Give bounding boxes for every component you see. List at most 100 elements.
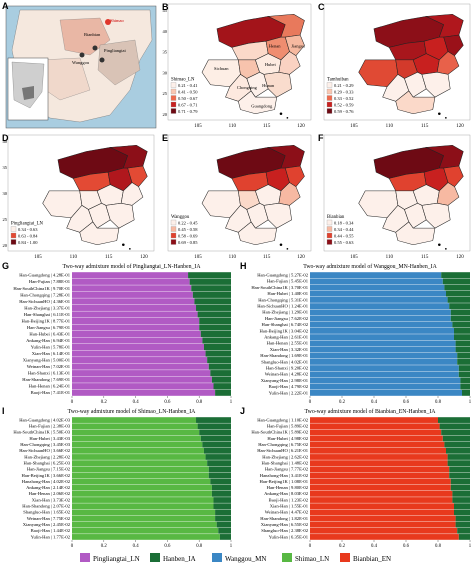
category-label: Xianyang-Han | 2.45E-02 bbox=[23, 522, 71, 527]
bar-segment-Hanben_IA bbox=[211, 491, 231, 497]
bar-segment-Wanggou_MN bbox=[310, 284, 445, 291]
legend-svg: Pingliangtai_LN Hanben_IA Wanggou_MN Shimao… bbox=[80, 553, 391, 563]
legend-swatch bbox=[340, 553, 350, 562]
bar-segment-Bianbian_EN bbox=[310, 527, 458, 534]
bar-chart-svg: Two-way admixture model of Pingliangtai_… bbox=[13, 263, 232, 405]
island-dot bbox=[122, 243, 125, 246]
bar-segment-Shimao_LN bbox=[72, 534, 220, 540]
bar-segment-Hanben_IA bbox=[218, 527, 231, 534]
bar-segment-Wanggou_MN bbox=[310, 346, 456, 353]
category-label: Han-SichuanHO | 1.24E-01 bbox=[257, 303, 309, 308]
category-label: Han-Fujian | 7.88E-01 bbox=[29, 279, 71, 284]
category-label: Yulin-Han | 6.35E-01 bbox=[269, 534, 309, 539]
category-label: Yulin-Han | 5.78E-01 bbox=[31, 344, 71, 349]
bar-segment-Hanben_IA bbox=[215, 515, 231, 522]
x-tick-label: 0.8 bbox=[196, 400, 203, 405]
bar-segment-Bianbian_EN bbox=[310, 429, 442, 436]
x-tick-label: 0.8 bbox=[435, 400, 442, 405]
x-tick-label: 0 bbox=[71, 544, 74, 549]
bar-segment-Pingliangtai_LN bbox=[72, 311, 198, 318]
x-tick-label: 115 bbox=[263, 124, 271, 129]
island-dot bbox=[444, 248, 447, 250]
bar-segment-Hanben_IA bbox=[457, 527, 470, 534]
category-label: Han-Zhejiang | 2.62E-02 bbox=[262, 454, 308, 459]
island-dot bbox=[128, 248, 131, 250]
category-label: Han-Guangdong | 4.02E-03 bbox=[19, 417, 71, 422]
bar-segment-Hanben_IA bbox=[444, 284, 470, 291]
bar-segment-Pingliangtai_LN bbox=[72, 363, 209, 370]
x-tick-label: 0.8 bbox=[435, 544, 442, 549]
category-label: Han-SouthChina1K | 3.70E-01 bbox=[251, 285, 308, 290]
bar-segment-Shimao_LN bbox=[72, 521, 217, 528]
bar-segment-Wanggou_MN bbox=[310, 315, 451, 322]
legend-swatch bbox=[170, 101, 177, 108]
bar-segment-Hanben_IA bbox=[213, 383, 231, 390]
bar-segment-Hanben_IA bbox=[215, 509, 231, 516]
bar-segment-Pingliangtai_LN bbox=[72, 285, 192, 292]
panel-letter: B bbox=[162, 2, 169, 12]
category-label: Weinan-Han | 4.47E-02 bbox=[265, 510, 309, 515]
bar-segment-Shimao_LN bbox=[72, 417, 197, 423]
panel-g-bar-chart: Two-way admixture model of Pingliangtai_… bbox=[0, 261, 235, 406]
bar-segment-Shimao_LN bbox=[72, 491, 212, 497]
panel-letter: D bbox=[2, 133, 9, 143]
bar-segment-Hanben_IA bbox=[215, 389, 231, 396]
category-label: Han-Jiangsu | 7.15E-02 bbox=[27, 467, 71, 472]
bar-segment-Hanben_IA bbox=[211, 376, 231, 383]
bar-segment-Wanggou_MN bbox=[310, 383, 461, 390]
legend-label: Bianbian_EN bbox=[353, 555, 391, 563]
bar-segment-Hanben_IA bbox=[454, 503, 470, 510]
island-dot bbox=[279, 243, 283, 246]
bar-segment-Bianbian_EN bbox=[310, 460, 448, 466]
panel-h-bar-chart: Two-way admixture model of Wanggou_MN-Ha… bbox=[238, 261, 474, 406]
bar-segment-Pingliangtai_LN bbox=[72, 330, 201, 338]
x-tick-label: 120 bbox=[297, 124, 305, 129]
chart-title: Two-way admixture model of Wanggou_MN-Ha… bbox=[303, 263, 437, 270]
category-label: Han-Chongqing | 7.28E-01 bbox=[20, 292, 70, 297]
category-label: Baoji-Han | 1.23E-02 bbox=[269, 497, 309, 502]
panel-a-map: Shimao Bianbian Pingliangtai Wanggou A bbox=[0, 0, 158, 130]
legend-item: 0.84 - 1.00 bbox=[18, 240, 38, 245]
category-label: Han-Zhejiang | 3.37E-01 bbox=[24, 305, 70, 310]
bar-segment-Hanben_IA bbox=[202, 441, 231, 448]
x-tick-label: 0.4 bbox=[371, 544, 378, 549]
panel-j-bar-chart: Two-way admixture model of Bianbian_EN-H… bbox=[238, 406, 474, 550]
legend-item: 0.44 - 0.55 bbox=[334, 233, 354, 238]
bar-segment-Shimao_LN bbox=[72, 484, 212, 491]
bar-segment-Hanben_IA bbox=[444, 441, 470, 448]
panel-i-bar-chart: Two-way admixture model of Shimao_LN-Han… bbox=[0, 406, 235, 550]
bar-segment-Bianbian_EN bbox=[310, 454, 448, 460]
bar-segment-Hanben_IA bbox=[450, 315, 470, 322]
legend-item: 0.45 - 0.58 bbox=[178, 227, 198, 232]
bar-segment-Hanben_IA bbox=[207, 460, 231, 466]
category-label: Weinan-Han | 4.28E-02 bbox=[265, 372, 309, 377]
legend-swatch bbox=[326, 82, 333, 88]
category-label: Han-Fujian | 5.89E-02 bbox=[267, 424, 309, 429]
bar-segment-Hanben_IA bbox=[449, 472, 470, 479]
bar-segment-Hanben_IA bbox=[449, 466, 470, 473]
legend-swatch bbox=[326, 226, 333, 232]
legend-swatch bbox=[326, 101, 333, 108]
category-label: Han-Shandong | 1.69E-01 bbox=[260, 353, 308, 358]
bar-segment-Hanben_IA bbox=[457, 359, 470, 365]
bar-segment-Bianbian_EN bbox=[310, 472, 450, 479]
category-label: Xianyang-Han | 6.55E-02 bbox=[261, 522, 309, 527]
bar-segment-Hanben_IA bbox=[447, 297, 470, 303]
legend-swatch bbox=[326, 88, 333, 95]
bar-segment-Hanben_IA bbox=[450, 309, 470, 316]
bar-segment-Hanben_IA bbox=[188, 272, 231, 279]
x-tick-label: 1 bbox=[230, 544, 233, 549]
overview-map: Shimao Bianbian Pingliangtai Wanggou bbox=[5, 5, 157, 129]
province-label: Hunan bbox=[262, 83, 275, 88]
legend-swatch bbox=[326, 108, 333, 114]
legend-item: 0.22 - 0.45 bbox=[178, 220, 198, 225]
chart-title: Two-way admixture model of Bianbian_EN-H… bbox=[305, 408, 437, 415]
bar-segment-Bianbian_EN bbox=[310, 534, 459, 540]
y-tick-label: 40 bbox=[163, 29, 168, 34]
site-marker bbox=[105, 19, 111, 25]
category-label: Yulin-Han | 2.22E-01 bbox=[269, 390, 309, 395]
legend-item: 0.41 - 0.50 bbox=[178, 89, 198, 94]
bar-segment-Hanben_IA bbox=[454, 328, 470, 334]
legend-item: 0.58 - 0.69 bbox=[178, 233, 198, 238]
